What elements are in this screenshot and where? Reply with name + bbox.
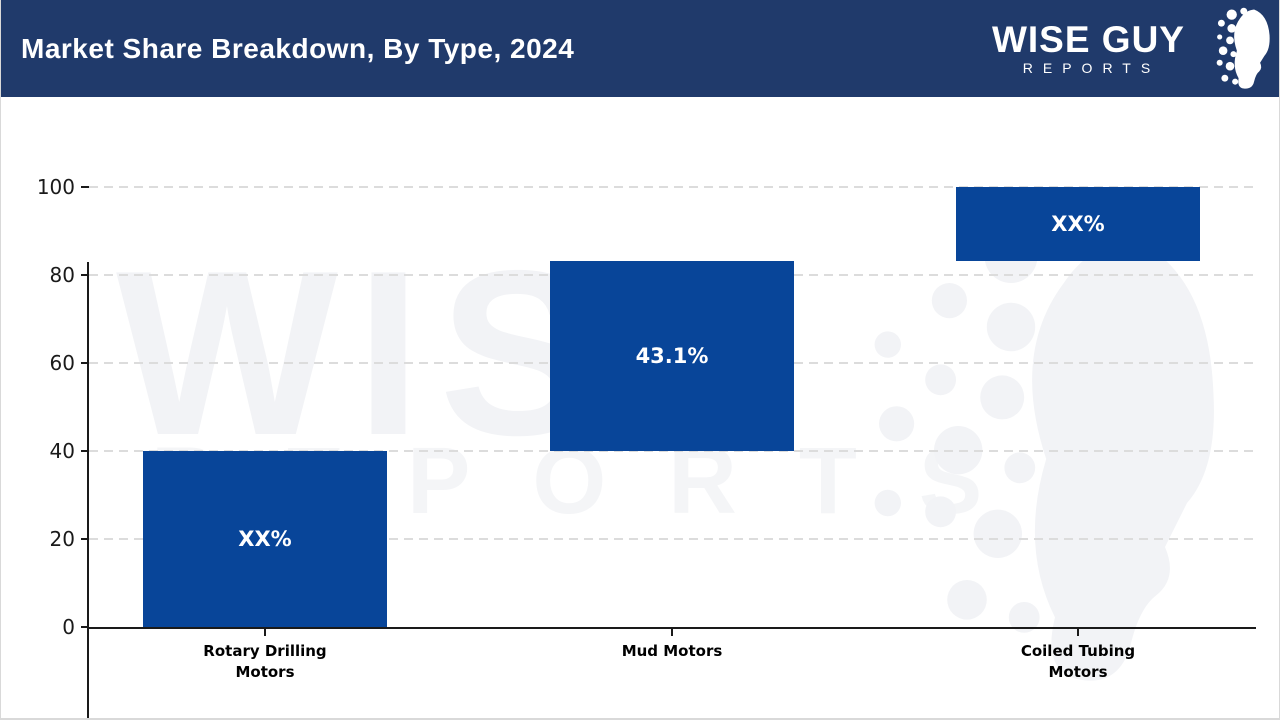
category-label: Coiled Tubing Motors: [1020, 642, 1136, 681]
y-tick-label: 40: [49, 439, 75, 463]
x-tick-mark: [1077, 629, 1079, 636]
y-tick-mark: [81, 538, 89, 540]
logo-text: WISE GUY REPORTS: [991, 18, 1185, 76]
y-tick-mark: [81, 626, 89, 628]
gridline-y100: [89, 186, 1254, 188]
header-bar: Market Share Breakdown, By Type, 2024 WI…: [1, 0, 1279, 97]
x-tick-mark: [671, 629, 673, 636]
y-tick-mark: [81, 186, 89, 188]
y-tick-mark: [81, 274, 89, 276]
y-tick-label: 100: [36, 175, 75, 199]
chart-title: Market Share Breakdown, By Type, 2024: [21, 32, 575, 64]
category-label: Rotary Drilling Motors: [203, 642, 327, 681]
bar-chart: 0 20 40 60 80 100 XX% Rotary Drilling Motors 43.…: [1, 97, 1279, 718]
gridline-y20: [89, 538, 1254, 540]
y-axis-line: [87, 262, 89, 718]
x-tick-mark: [264, 629, 266, 636]
bar-value-label: XX%: [1051, 212, 1105, 236]
brand-logo: WISE GUY REPORTS: [992, 6, 1279, 92]
category-label: Mud Motors: [621, 642, 723, 660]
y-tick-mark: [81, 450, 89, 452]
y-tick-mark: [81, 362, 89, 364]
bar-1: XX%: [143, 451, 387, 627]
logo-reports-text: REPORTS: [1022, 59, 1161, 76]
bar-3: XX%: [956, 187, 1200, 261]
y-tick-label: 20: [49, 527, 75, 551]
y-tick-label: 0: [62, 615, 75, 639]
y-tick-label: 60: [49, 351, 75, 375]
gridline-y40: [89, 450, 1254, 452]
x-axis-line: [87, 627, 1256, 629]
logo-wiseguy-text: WISE GUY: [991, 18, 1185, 60]
bar-value-label: XX%: [238, 527, 292, 551]
logo-face-icon: [1216, 7, 1270, 89]
bar-2: 43.1%: [550, 261, 794, 451]
y-tick-label: 80: [49, 263, 75, 287]
bar-value-label: 43.1%: [635, 344, 709, 368]
